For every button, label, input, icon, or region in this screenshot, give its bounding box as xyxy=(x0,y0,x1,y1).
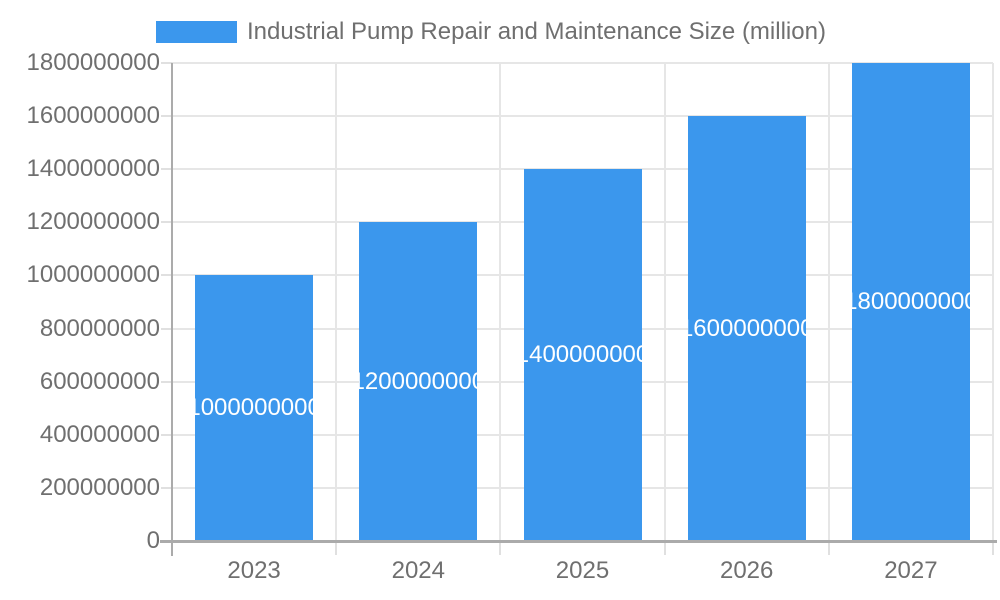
y-tick-label: 0 xyxy=(146,527,160,554)
x-tick-label-2026: 2026 xyxy=(719,557,774,584)
legend: Industrial Pump Repair and Maintenance S… xyxy=(156,18,826,45)
x-tick-mark xyxy=(827,541,830,555)
y-tick-label: 600000000 xyxy=(39,367,160,395)
v-gridline xyxy=(499,63,502,541)
y-tick-mark xyxy=(161,486,172,489)
y-tick-label: 1400000000 xyxy=(26,155,160,183)
bar-value-label: 1800000000 xyxy=(852,288,970,315)
y-tick-mark xyxy=(161,221,172,224)
y-tick-label: 800000000 xyxy=(39,314,160,342)
y-tick-label: 1200000000 xyxy=(26,208,160,236)
y-tick-label: 1000000000 xyxy=(26,261,160,289)
bar-value-label: 1200000000 xyxy=(359,367,477,395)
bar-value-label: 1400000000 xyxy=(524,341,642,369)
x-axis-line xyxy=(160,540,997,543)
y-tick-label: 400000000 xyxy=(39,420,160,448)
bar-2024[interactable]: 1200000000 xyxy=(359,222,478,541)
legend-label: Industrial Pump Repair and Maintenance S… xyxy=(247,18,826,45)
v-gridline xyxy=(663,63,666,541)
bar-value-label: 1600000000 xyxy=(688,314,806,342)
x-tick-label-2025: 2025 xyxy=(555,557,610,584)
y-tick-mark xyxy=(161,433,172,436)
bar-2026[interactable]: 1600000000 xyxy=(687,116,806,541)
h-gridline xyxy=(172,62,993,64)
bar-2023[interactable]: 1000000000 xyxy=(195,275,314,541)
v-gridline xyxy=(827,63,830,541)
bar-value-label: 1000000000 xyxy=(195,394,313,422)
x-tick-mark xyxy=(663,541,666,555)
x-tick-mark xyxy=(499,541,502,555)
x-tick-label-2027: 2027 xyxy=(884,557,938,584)
bar-2025[interactable]: 1400000000 xyxy=(523,169,642,541)
bar-2027[interactable]: 1800000000 xyxy=(851,63,970,541)
y-tick-mark xyxy=(161,62,172,64)
v-gridline xyxy=(335,63,338,541)
y-tick-mark xyxy=(161,327,172,330)
y-tick-mark xyxy=(161,168,172,171)
v-gridline xyxy=(992,63,994,541)
x-tick-label-2023: 2023 xyxy=(227,557,281,584)
y-tick-label: 200000000 xyxy=(39,473,160,501)
y-tick-label: 1800000000 xyxy=(26,49,160,76)
x-tick-mark xyxy=(992,541,994,555)
y-tick-label: 1600000000 xyxy=(26,102,160,130)
y-tick-mark xyxy=(161,380,172,383)
y-axis-line xyxy=(171,63,173,556)
legend-swatch xyxy=(156,21,237,43)
x-tick-mark xyxy=(335,541,338,555)
h-gridline xyxy=(172,115,993,118)
y-tick-mark xyxy=(161,115,172,118)
y-tick-mark xyxy=(161,274,172,277)
x-tick-label-2024: 2024 xyxy=(391,557,445,584)
